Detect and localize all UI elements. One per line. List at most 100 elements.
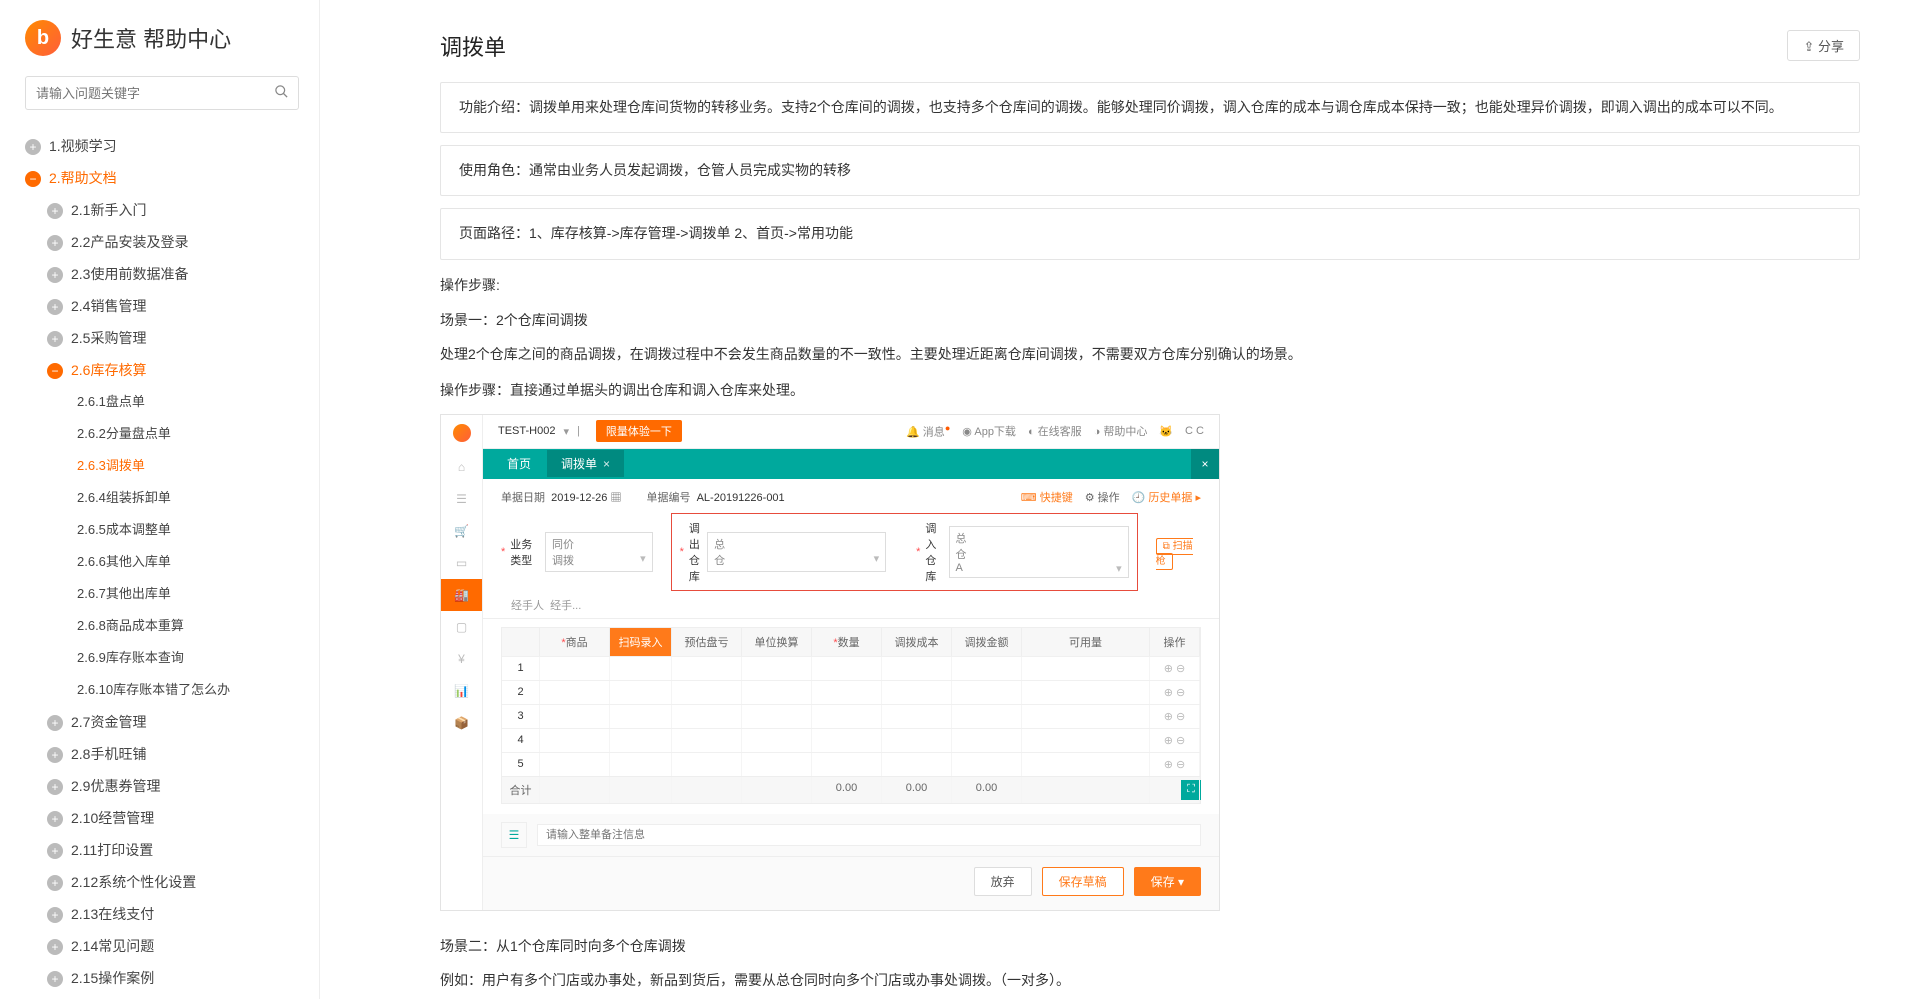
share-icon: ⇪ (1803, 39, 1814, 54)
th-qty[interactable]: *数量 (812, 628, 882, 656)
close-all-icon[interactable]: × (1191, 449, 1219, 479)
remark-input[interactable] (537, 824, 1201, 846)
nav-item[interactable]: +1.视频学习 (25, 130, 299, 162)
close-icon[interactable]: × (603, 457, 610, 471)
discard-button[interactable]: 放弃 (974, 867, 1032, 896)
nav-item[interactable]: +2.11打印设置 (25, 834, 299, 866)
th-amount[interactable]: 调拨金额 (952, 628, 1022, 656)
table-row[interactable]: 1⊕ ⊖ (502, 656, 1200, 680)
th-op: 操作 (1150, 628, 1200, 656)
home-icon[interactable]: ⌂ (441, 451, 482, 483)
app-table: *商品 扫码录入 预估盘亏 单位换算 *数量 调拨成本 调拨金额 可用量 操作 … (483, 619, 1219, 814)
nav-item[interactable]: +2.8手机旺铺 (25, 738, 299, 770)
trial-button[interactable]: 限量体验一下 (596, 420, 682, 442)
table-row[interactable]: 4⊕ ⊖ (502, 728, 1200, 752)
operation-link[interactable]: ⚙ 操作 (1085, 489, 1120, 505)
nav-item[interactable]: +2.4销售管理 (25, 290, 299, 322)
menu-icon[interactable]: ☰ (441, 483, 482, 515)
nav-item[interactable]: +2.3使用前数据准备 (25, 258, 299, 290)
card-icon[interactable]: ▢ (441, 611, 482, 643)
cart-icon[interactable]: 🛒 (441, 515, 482, 547)
sum-amount: 0.00 (952, 777, 1022, 803)
save-button[interactable]: 保存 ▾ (1134, 867, 1201, 896)
logo-icon: b (25, 20, 61, 56)
th-scan[interactable]: 扫码录入 (610, 628, 672, 656)
nav-item[interactable]: 2.6.9库存账本查询 (25, 642, 299, 674)
plus-icon: + (47, 715, 63, 731)
nav-item[interactable]: −2.6库存核算 (25, 354, 299, 386)
goods-icon[interactable]: 📦 (441, 707, 482, 739)
scan-button[interactable]: ⧉ 扫描枪 (1156, 538, 1193, 570)
nav-item[interactable]: +2.10经营管理 (25, 802, 299, 834)
out-warehouse-field[interactable]: *调出仓库 总仓▾ (680, 520, 886, 584)
table-row[interactable]: 5⊕ ⊖ (502, 752, 1200, 776)
doc-icon[interactable]: ▭ (441, 547, 482, 579)
biztype-field[interactable]: *业务类型 同价调拨▾ (501, 532, 653, 572)
nav-label: 2.1新手入门 (71, 202, 146, 218)
save-draft-button[interactable]: 保存草稿 (1042, 867, 1124, 896)
in-warehouse-field[interactable]: *调入仓库 总仓A▾ (916, 520, 1129, 584)
th-spec[interactable]: 预估盘亏 (672, 628, 742, 656)
help-link[interactable]: ◑ 帮助中心 (1094, 423, 1148, 439)
date-label: 单据日期 (501, 492, 545, 504)
th-unit[interactable]: 单位换算 (742, 628, 812, 656)
plus-icon: + (47, 267, 63, 283)
tenant-name[interactable]: TEST-H002 (498, 425, 555, 437)
share-label: 分享 (1818, 39, 1844, 54)
nav-item[interactable]: +2.14常见问题 (25, 930, 299, 962)
scene2-desc: 例如：用户有多个门店或办事处，新品到货后，需要从总仓同时向多个门店或办事处调拨。… (440, 966, 1860, 994)
th-cost[interactable]: 调拨成本 (882, 628, 952, 656)
download-link[interactable]: ◉ App下载 (962, 423, 1016, 439)
nav-item[interactable]: +2.1新手入门 (25, 194, 299, 226)
handler-field[interactable]: 经手人 经手... (501, 597, 1201, 613)
nav-item[interactable]: +2.15操作案例 (25, 962, 299, 994)
history-link[interactable]: 🕘 历史单据 ▸ (1132, 489, 1201, 505)
table-row[interactable]: 3⊕ ⊖ (502, 704, 1200, 728)
warehouse-icon[interactable]: 🏭 (441, 579, 482, 611)
th-goods[interactable]: *商品 (540, 628, 610, 656)
chevron-down-icon[interactable]: ▾ (563, 425, 569, 438)
nav-item[interactable]: 2.6.7其他出库单 (25, 578, 299, 610)
sum-qty: 0.00 (812, 777, 882, 803)
shortcut-link[interactable]: ⌨ 快捷键 (1021, 489, 1073, 505)
nav-item[interactable]: −2.帮助文档 (25, 162, 299, 194)
nav-item[interactable]: 2.6.5成本调整单 (25, 514, 299, 546)
nav-item[interactable]: +2.12系统个性化设置 (25, 866, 299, 898)
nav-item[interactable]: +2.5采购管理 (25, 322, 299, 354)
app-form-header: 单据日期 2019-12-26 ▦ 单据编号 AL-20191226-001 ⌨… (483, 479, 1219, 619)
money-icon[interactable]: ¥ (441, 643, 482, 675)
path-box: 页面路径：1、库存核算->库存管理->调拨单 2、首页->常用功能 (440, 208, 1860, 259)
nav-item[interactable]: 2.6.4组装拆卸单 (25, 482, 299, 514)
intro-box: 功能介绍：调拨单用来处理仓库间货物的转移业务。支持2个仓库间的调拨，也支持多个仓… (440, 82, 1860, 133)
nav-label: 2.10经营管理 (71, 810, 154, 826)
nav-item[interactable]: +2.2产品安装及登录 (25, 226, 299, 258)
plus-icon: + (25, 139, 41, 155)
nav-item[interactable]: +2.13在线支付 (25, 898, 299, 930)
tab-doc[interactable]: 调拨单× (547, 450, 624, 477)
date-value[interactable]: 2019-12-26 (551, 492, 607, 504)
nav-item[interactable]: 2.6.6其他入库单 (25, 546, 299, 578)
plus-icon: + (47, 331, 63, 347)
avatar-icon[interactable]: 🐱 (1159, 425, 1173, 438)
message-link[interactable]: 🔔 消息● (906, 423, 950, 440)
scene1-steps: 操作步骤：直接通过单据头的调出仓库和调入仓库来处理。 (440, 376, 1860, 404)
nav-item[interactable]: +2.9优惠券管理 (25, 770, 299, 802)
plus-icon: + (47, 203, 63, 219)
nav-item[interactable]: 2.6.10库存账本错了怎么办 (25, 674, 299, 706)
plus-icon: + (47, 875, 63, 891)
nav-item-active[interactable]: 2.6.3调拨单 (25, 450, 299, 482)
nav-item[interactable]: 2.6.2分量盘点单 (25, 418, 299, 450)
nav-item[interactable]: 2.6.1盘点单 (25, 386, 299, 418)
share-button[interactable]: ⇪ 分享 (1787, 30, 1860, 61)
tab-home[interactable]: 首页 (493, 450, 545, 477)
table-row[interactable]: 2⊕ ⊖ (502, 680, 1200, 704)
search-input[interactable] (25, 76, 299, 110)
search-icon[interactable] (274, 84, 289, 103)
nav-item[interactable]: +2.7资金管理 (25, 706, 299, 738)
nav-item[interactable]: 2.6.8商品成本重算 (25, 610, 299, 642)
report-icon[interactable]: 📊 (441, 675, 482, 707)
th-stock[interactable]: 可用量 (1022, 628, 1150, 656)
user-name[interactable]: C C (1185, 425, 1204, 437)
service-link[interactable]: ◐ 在线客服 (1028, 423, 1082, 439)
nav-label: 2.帮助文档 (49, 170, 117, 186)
